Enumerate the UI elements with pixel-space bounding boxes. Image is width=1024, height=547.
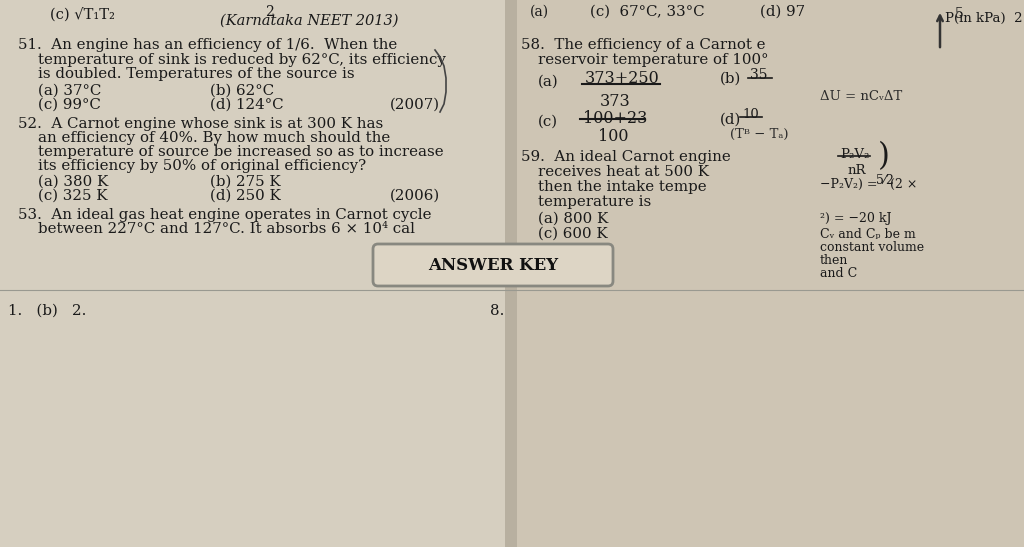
Text: 58.  The efficiency of a Carnot e: 58. The efficiency of a Carnot e <box>521 38 766 52</box>
Text: its efficiency by 50% of original efficiency?: its efficiency by 50% of original effici… <box>38 159 367 173</box>
Text: ): ) <box>878 142 890 172</box>
Text: (2 ×: (2 × <box>890 178 918 191</box>
Text: (a): (a) <box>538 75 559 89</box>
Text: (b) 62°C: (b) 62°C <box>210 84 274 98</box>
Text: (c) √T₁T₂: (c) √T₁T₂ <box>50 7 115 21</box>
Text: 100: 100 <box>598 128 629 145</box>
Text: Cᵥ and Cₚ be m: Cᵥ and Cₚ be m <box>820 228 915 241</box>
Text: 10: 10 <box>742 108 759 121</box>
Text: (a): (a) <box>530 5 549 19</box>
Bar <box>505 0 517 547</box>
Text: (c) 325 K: (c) 325 K <box>38 189 108 203</box>
Text: 5⁄2: 5⁄2 <box>876 174 894 187</box>
Text: (c) 600 K: (c) 600 K <box>538 227 607 241</box>
Text: (2007): (2007) <box>390 98 440 112</box>
Text: nR: nR <box>848 164 866 177</box>
Text: (a) 37°C: (a) 37°C <box>38 84 101 98</box>
Text: (Tᴮ − Tₐ): (Tᴮ − Tₐ) <box>730 128 788 141</box>
FancyBboxPatch shape <box>373 244 613 286</box>
Text: 53.  An ideal gas heat engine operates in Carnot cycle: 53. An ideal gas heat engine operates in… <box>18 208 431 222</box>
Text: (a) 800 K: (a) 800 K <box>538 212 608 226</box>
Text: (c) 99°C: (c) 99°C <box>38 98 101 112</box>
Text: (d) 97: (d) 97 <box>760 5 805 19</box>
Text: 59.  An ideal Carnot engine: 59. An ideal Carnot engine <box>521 150 731 164</box>
Text: (b): (b) <box>720 72 741 86</box>
Text: is doubled. Temperatures of the source is: is doubled. Temperatures of the source i… <box>38 67 354 81</box>
Text: ΔU = nCᵥΔT: ΔU = nCᵥΔT <box>820 90 902 103</box>
Text: constant volume: constant volume <box>820 241 924 254</box>
Text: (c)  67°C, 33°C: (c) 67°C, 33°C <box>590 5 705 19</box>
Text: 51.  An engine has an efficiency of 1/6.  When the: 51. An engine has an efficiency of 1/6. … <box>18 38 397 52</box>
Bar <box>0 0 510 547</box>
Text: then: then <box>820 254 848 267</box>
Text: (a) 380 K: (a) 380 K <box>38 175 109 189</box>
Text: between 227°C and 127°C. It absorbs 6 × 10⁴ cal: between 227°C and 127°C. It absorbs 6 × … <box>38 222 415 236</box>
Text: 2: 2 <box>265 5 273 19</box>
Text: temperature of source be increased so as to increase: temperature of source be increased so as… <box>38 145 443 159</box>
Bar <box>510 0 1024 547</box>
Text: ²) = −20 kJ: ²) = −20 kJ <box>820 212 892 225</box>
Text: an efficiency of 40%. By how much should the: an efficiency of 40%. By how much should… <box>38 131 390 145</box>
Text: ANSWER KEY: ANSWER KEY <box>428 257 558 274</box>
Text: temperature of sink is reduced by 62°C, its efficiency: temperature of sink is reduced by 62°C, … <box>38 53 445 67</box>
Text: (d) 124°C: (d) 124°C <box>210 98 284 112</box>
Text: (d): (d) <box>720 113 741 127</box>
Text: 5: 5 <box>955 7 964 21</box>
Text: receives heat at 500 K: receives heat at 500 K <box>538 165 709 179</box>
Text: (c): (c) <box>538 115 558 129</box>
Text: 373: 373 <box>600 93 631 110</box>
Text: 52.  A Carnot engine whose sink is at 300 K has: 52. A Carnot engine whose sink is at 300… <box>18 117 383 131</box>
Text: (d) 250 K: (d) 250 K <box>210 189 281 203</box>
Text: 100+23: 100+23 <box>583 110 647 127</box>
Text: 373+250: 373+250 <box>585 70 659 87</box>
Text: P(in kPa)  2: P(in kPa) 2 <box>945 12 1023 25</box>
Text: temperature is: temperature is <box>538 195 651 209</box>
Text: −P₂V₂) =: −P₂V₂) = <box>820 178 878 191</box>
Text: (2006): (2006) <box>390 189 440 203</box>
Text: (Karnataka NEET 2013): (Karnataka NEET 2013) <box>220 14 398 28</box>
Text: 1.   (b)   2.: 1. (b) 2. <box>8 304 86 318</box>
Text: then the intake tempe: then the intake tempe <box>538 180 707 194</box>
Text: P₂V₂: P₂V₂ <box>840 148 869 161</box>
Text: 8.: 8. <box>490 304 505 318</box>
Text: reservoir temperature of 100°: reservoir temperature of 100° <box>538 53 768 67</box>
Text: (b) 275 K: (b) 275 K <box>210 175 281 189</box>
Text: and C: and C <box>820 267 857 280</box>
Text: 35: 35 <box>750 68 768 82</box>
